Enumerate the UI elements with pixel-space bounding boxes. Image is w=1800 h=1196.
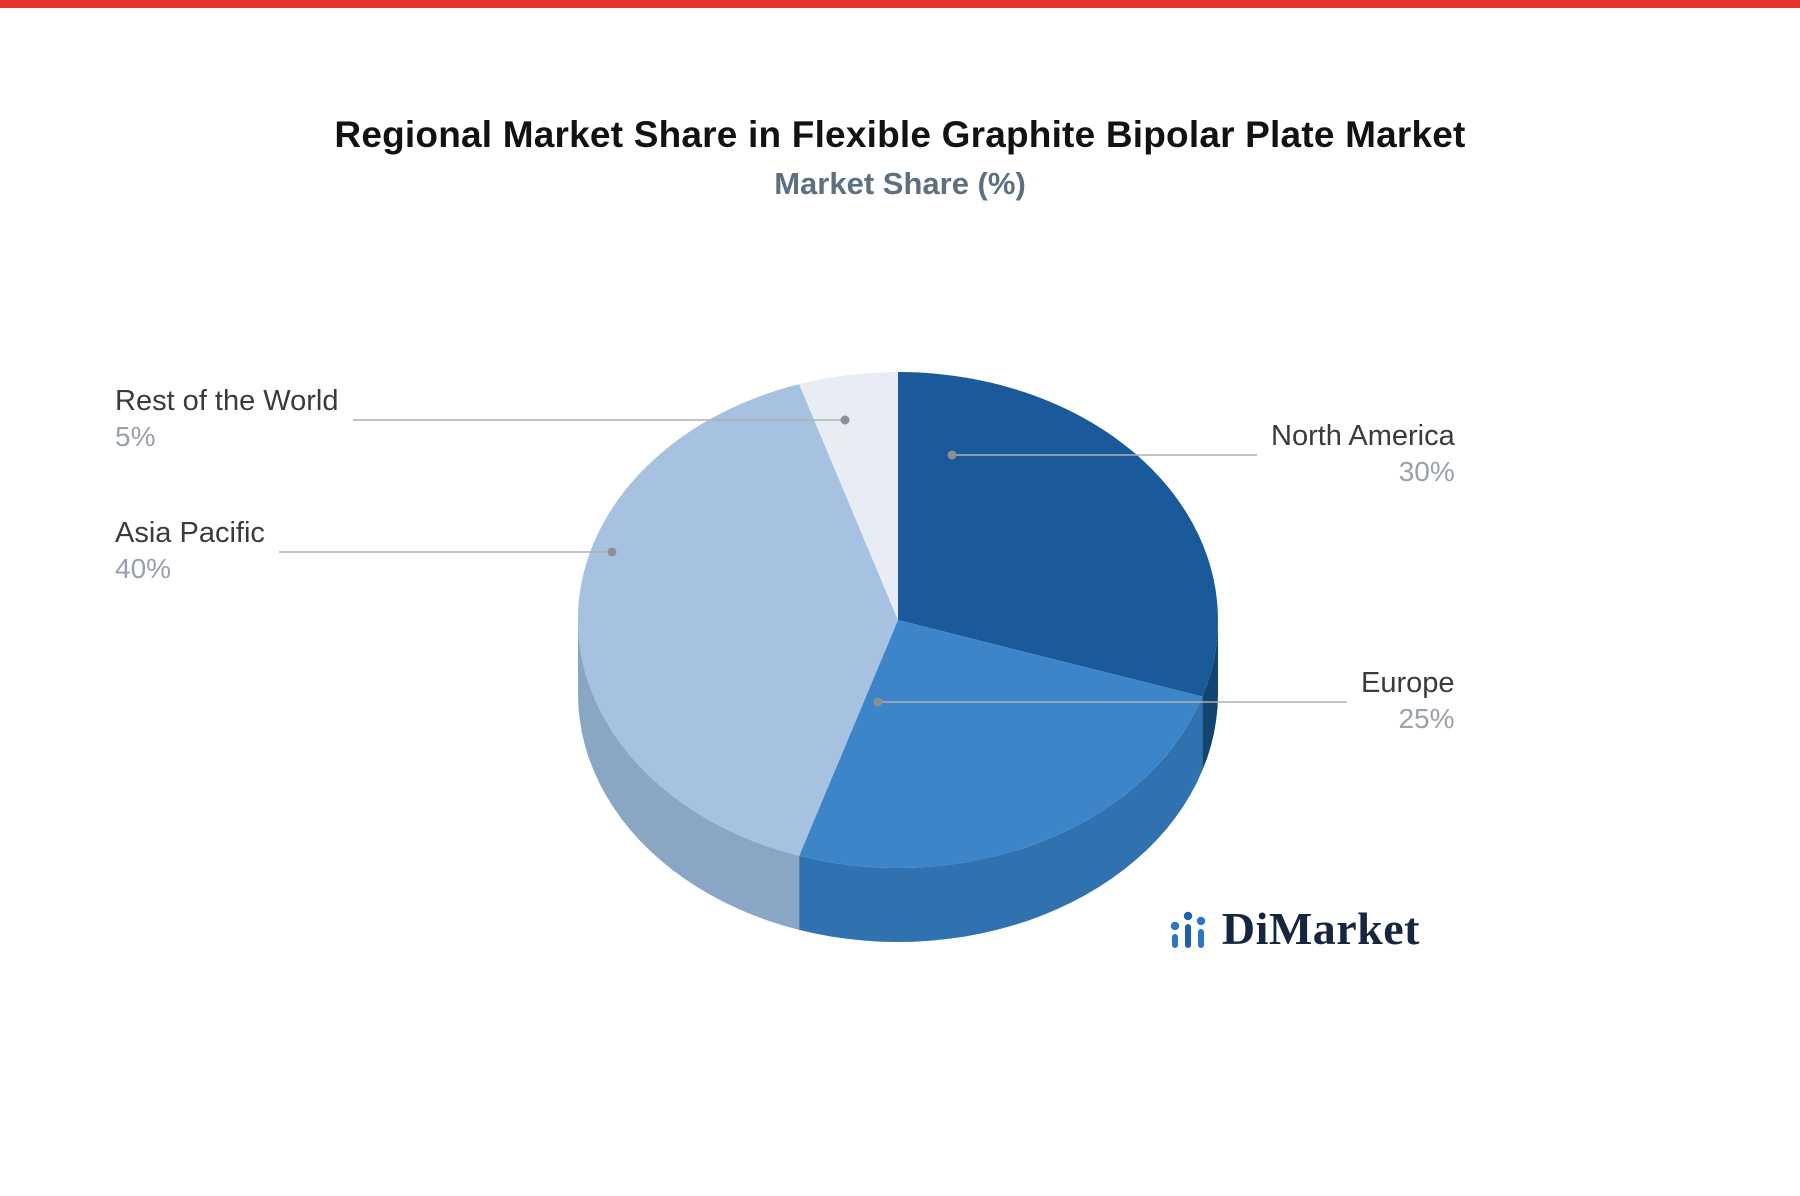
pie-slice-side (578, 620, 800, 930)
pie-slice (577, 384, 898, 856)
chart-subtitle: Market Share (%) (774, 166, 1026, 201)
leader-dot (607, 547, 617, 557)
pie-slice-side (799, 696, 1203, 942)
bar-chart-dots-icon (1170, 911, 1206, 948)
pie-label-name: North America (1271, 420, 1455, 452)
pie-label-north-america: North America 30% (1271, 419, 1455, 490)
pie-label-value: 40% (115, 553, 172, 584)
top-accent-bar (0, 0, 1800, 8)
pie-label-name: Asia Pacific (115, 517, 265, 549)
pie-label-europe: Europe 25% (1361, 666, 1455, 737)
pie-label-value: 30% (1398, 456, 1455, 487)
pie-slice (898, 372, 1218, 697)
pie-label-value: 5% (115, 421, 156, 452)
chart-title: Regional Market Share in Flexible Graphi… (334, 114, 1466, 155)
pie-slice-side (1202, 620, 1218, 771)
leader-dot (840, 415, 850, 425)
leader-dot (947, 450, 957, 460)
pie-label-value: 25% (1398, 703, 1455, 734)
leader-dot (873, 697, 883, 707)
pie-label-rest-of-world: Rest of the World 5% (115, 384, 339, 455)
logo-text: DiMarket (1221, 903, 1420, 954)
dimarket-logo: DiMarket (1168, 902, 1420, 955)
pie-label-asia-pacific: Asia Pacific 40% (115, 516, 265, 587)
pie-label-name: Europe (1361, 667, 1455, 699)
pie-slice (799, 620, 1203, 869)
pie-slice (799, 371, 898, 620)
pie-label-name: Rest of the World (115, 385, 339, 417)
